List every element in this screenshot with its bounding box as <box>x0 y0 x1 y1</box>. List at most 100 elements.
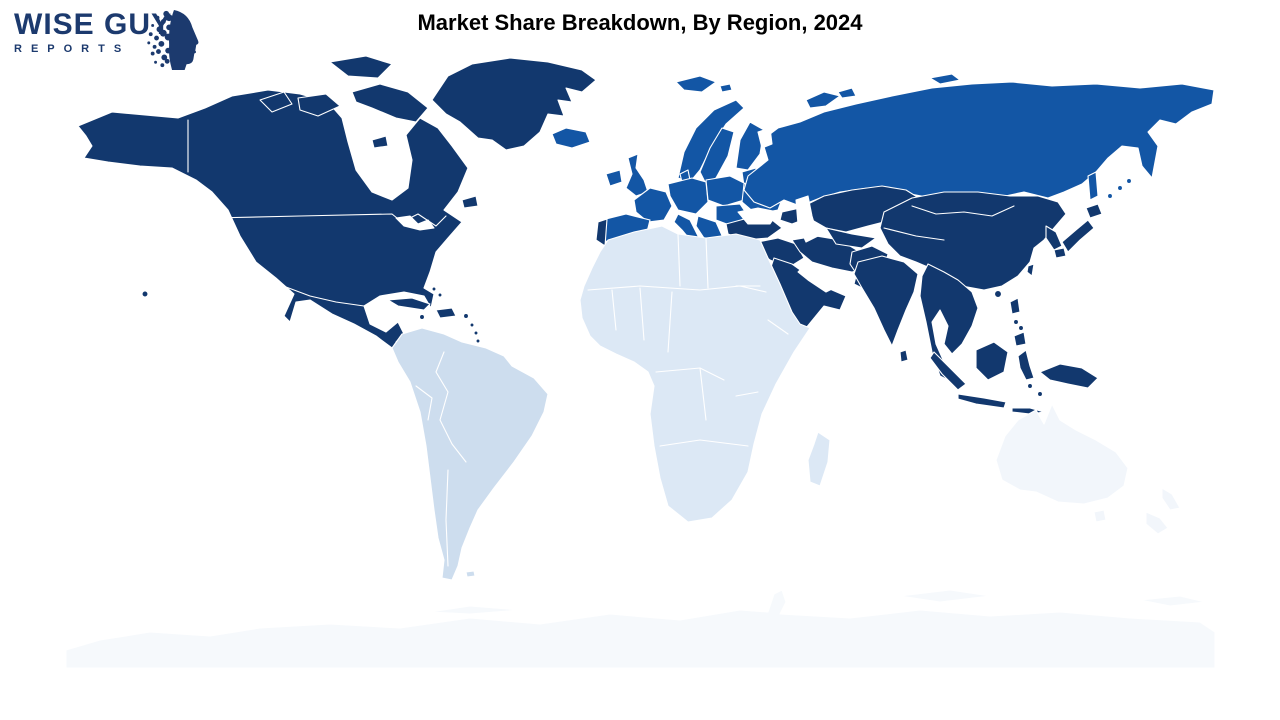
libya-egypt-border-line <box>705 237 709 289</box>
hispaniola-shape <box>435 307 457 319</box>
persian-gulf <box>797 267 835 293</box>
poland-shape <box>705 175 747 207</box>
region-south-america <box>391 327 549 581</box>
black-sea <box>737 207 779 225</box>
sri-lanka-shape <box>899 349 909 363</box>
france-shape <box>633 187 673 223</box>
greenland-shape <box>431 57 597 151</box>
logo-head-profile <box>168 9 199 70</box>
antarctica-sliver-shape <box>899 589 991 603</box>
madagascar-shape <box>807 431 831 487</box>
horn-border-line <box>767 319 789 335</box>
korea-shape <box>1045 225 1063 251</box>
mongolia-border-line <box>911 205 1015 217</box>
philippines-mindanao-shape <box>1013 331 1027 347</box>
logo-subtitle: REPORTS <box>14 43 131 55</box>
region-oceania <box>995 403 1181 535</box>
japan-honshu-shape <box>1061 219 1095 253</box>
peru-border-line <box>415 385 433 421</box>
portugal-shape <box>595 218 608 247</box>
south-america-shape <box>391 327 549 581</box>
norway-shape <box>677 99 745 183</box>
jamaica-islet <box>418 313 426 321</box>
india-shape <box>853 255 919 347</box>
svalbard-islet-shape <box>719 83 733 93</box>
tibet-border-line <box>883 227 945 241</box>
sakhalin-shape <box>1087 171 1099 201</box>
region-asia-middle-east <box>595 185 1103 415</box>
antarctica-sliver-shape <box>429 605 521 615</box>
banks-island-shape <box>259 91 293 113</box>
china-mongolia-shape <box>879 191 1067 291</box>
arctic-islet-shape <box>837 87 857 99</box>
lesser-sunda-shape <box>1011 407 1045 415</box>
west-africa-border-line <box>611 289 617 331</box>
sumatra-shape <box>929 351 967 391</box>
hainan-islet <box>993 289 1003 299</box>
logo-head-dots <box>147 10 173 68</box>
seas-and-lakes <box>395 127 835 293</box>
svalbard-shape <box>675 75 717 93</box>
maluku-islet <box>1036 390 1044 398</box>
new-guinea-shape <box>1039 363 1099 389</box>
finland-shape <box>735 121 765 171</box>
dotted-head-icon <box>147 9 199 70</box>
iceland-shape <box>551 127 591 149</box>
kuril-islet <box>1116 184 1124 192</box>
bahamas-islet <box>431 286 437 292</box>
philippine-islet <box>1012 318 1020 326</box>
antarctica-sliver-shape <box>1139 595 1206 607</box>
philippine-islet <box>1017 324 1025 332</box>
kuril-islet <box>1106 192 1114 200</box>
region-antarctica <box>65 589 1216 669</box>
tasmania-shape <box>1093 509 1107 523</box>
algeria-libya-border-line <box>677 233 681 287</box>
chile-argentina-border-line <box>445 469 449 567</box>
uk-shape <box>625 153 649 197</box>
baffin-island-shape <box>351 83 429 123</box>
antilles-islet <box>469 322 475 328</box>
antarctica-shape <box>65 589 1216 669</box>
japan-kyushu-shape <box>1053 247 1067 259</box>
australia-shape <box>995 403 1129 505</box>
victoria-island-shape <box>297 93 341 117</box>
bahamas-islet <box>437 292 443 298</box>
ellesmere-island-shape <box>329 55 393 79</box>
maluku-islet <box>1026 382 1034 390</box>
japan-hokkaido-shape <box>1085 203 1103 219</box>
borneo-shape <box>975 341 1009 381</box>
sahara-border-line <box>587 285 767 293</box>
logo-wordmark: WISE GUY <box>14 8 173 41</box>
region-north-america <box>77 55 597 365</box>
newfoundland-shape <box>461 195 479 209</box>
africa-shape <box>579 225 811 523</box>
us-mexico-border-line <box>277 283 365 307</box>
philippines-luzon-shape <box>1009 297 1021 315</box>
southern-africa-border-line <box>659 439 749 447</box>
east-arctic-islet-shape <box>929 73 961 85</box>
east-africa-border-line <box>735 391 759 397</box>
kuril-islet <box>1125 177 1133 185</box>
new-zealand-south-shape <box>1145 511 1169 535</box>
caspian-sea <box>795 195 819 243</box>
white-sea <box>757 127 773 149</box>
region-africa <box>579 225 831 523</box>
central-asia-stans-shape <box>825 227 877 249</box>
antilles-islet <box>475 338 481 344</box>
novaya-zemlya-shape <box>805 91 841 109</box>
taiwan-shape <box>1026 263 1035 277</box>
antilles-islet <box>473 330 479 336</box>
congo-border-line <box>699 367 707 421</box>
cuba-shape <box>387 297 431 311</box>
central-europe-shape <box>667 177 709 215</box>
wise-guy-reports-logo: WISE GUY REPORTS <box>14 8 224 70</box>
chart-title: Market Share Breakdown, By Region, 2024 <box>417 10 863 35</box>
logo-text: WISE GUY REPORTS <box>14 8 173 56</box>
great-lakes <box>395 215 435 231</box>
south-america-border-line <box>435 351 467 463</box>
java-shape <box>957 393 1007 409</box>
new-zealand-north-shape <box>1161 487 1181 511</box>
niger-border-line <box>667 291 673 353</box>
